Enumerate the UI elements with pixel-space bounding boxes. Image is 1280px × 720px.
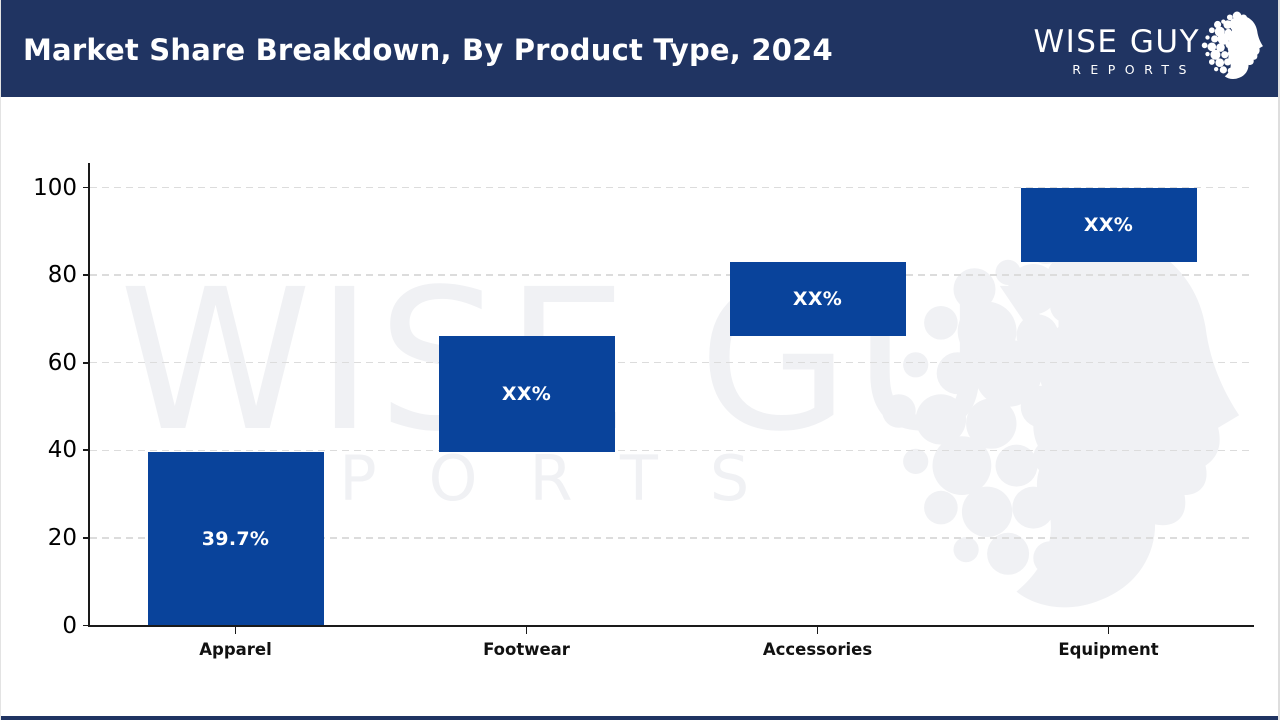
y-tick-label: 80 (47, 262, 77, 289)
gridline (90, 186, 1254, 189)
category-label: Footwear (483, 639, 570, 659)
bar: XX% (438, 335, 615, 452)
brand-logo: WISE GUY REPORTS (1020, 0, 1270, 97)
logo-sub-text: REPORTS (1072, 62, 1196, 77)
y-tick (83, 449, 90, 452)
logo-name-text: WISE GUY (1033, 24, 1200, 60)
bar: XX% (729, 261, 906, 336)
bar: XX% (1020, 187, 1197, 262)
bar-value-label: XX% (792, 287, 843, 310)
y-tick (83, 186, 90, 189)
bar-value-label: 39.7% (201, 527, 270, 550)
y-tick-label: 60 (47, 349, 77, 376)
category-label: Accessories (762, 639, 873, 659)
x-axis (88, 625, 1254, 627)
y-tick-label: 40 (47, 437, 77, 464)
y-tick (83, 361, 90, 364)
y-tick (83, 624, 90, 627)
page-title: Market Share Breakdown, By Product Type,… (23, 33, 833, 67)
x-tick (525, 626, 528, 634)
header-bar: Market Share Breakdown, By Product Type,… (1, 0, 1278, 97)
gridline (90, 537, 1254, 539)
category-label: Apparel (199, 639, 272, 659)
footer-bar (1, 716, 1278, 720)
y-tick-label: 20 (47, 524, 77, 551)
x-tick (1107, 626, 1110, 634)
y-axis (88, 163, 90, 628)
y-tick (83, 537, 90, 539)
gridline (90, 449, 1254, 452)
x-tick (234, 626, 237, 634)
watermark-head-icon (882, 222, 1240, 608)
bar-value-label: XX% (1083, 213, 1134, 236)
gridline (90, 274, 1254, 276)
y-tick-label: 100 (33, 174, 77, 201)
category-label: Equipment (1058, 639, 1159, 659)
bar: 39.7% (147, 451, 324, 626)
logo-head-icon (1201, 11, 1263, 80)
y-tick-label: 0 (62, 612, 77, 639)
gridline (90, 361, 1254, 364)
y-tick (83, 274, 90, 276)
bar-value-label: XX% (501, 382, 552, 405)
x-tick (816, 626, 819, 634)
